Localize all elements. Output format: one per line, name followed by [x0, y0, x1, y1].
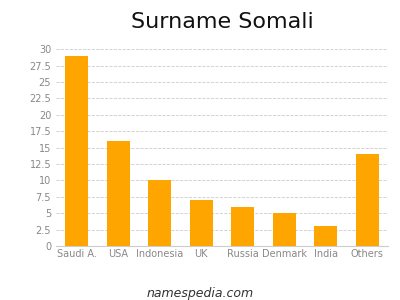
Bar: [190, 200, 213, 246]
Bar: [148, 180, 171, 246]
Bar: [273, 213, 296, 246]
Bar: [356, 154, 379, 246]
Text: namespedia.com: namespedia.com: [146, 287, 254, 300]
Bar: [107, 141, 130, 246]
Bar: [231, 207, 254, 246]
Bar: [314, 226, 337, 246]
Bar: [65, 56, 88, 246]
Title: Surname Somali: Surname Somali: [131, 12, 313, 32]
